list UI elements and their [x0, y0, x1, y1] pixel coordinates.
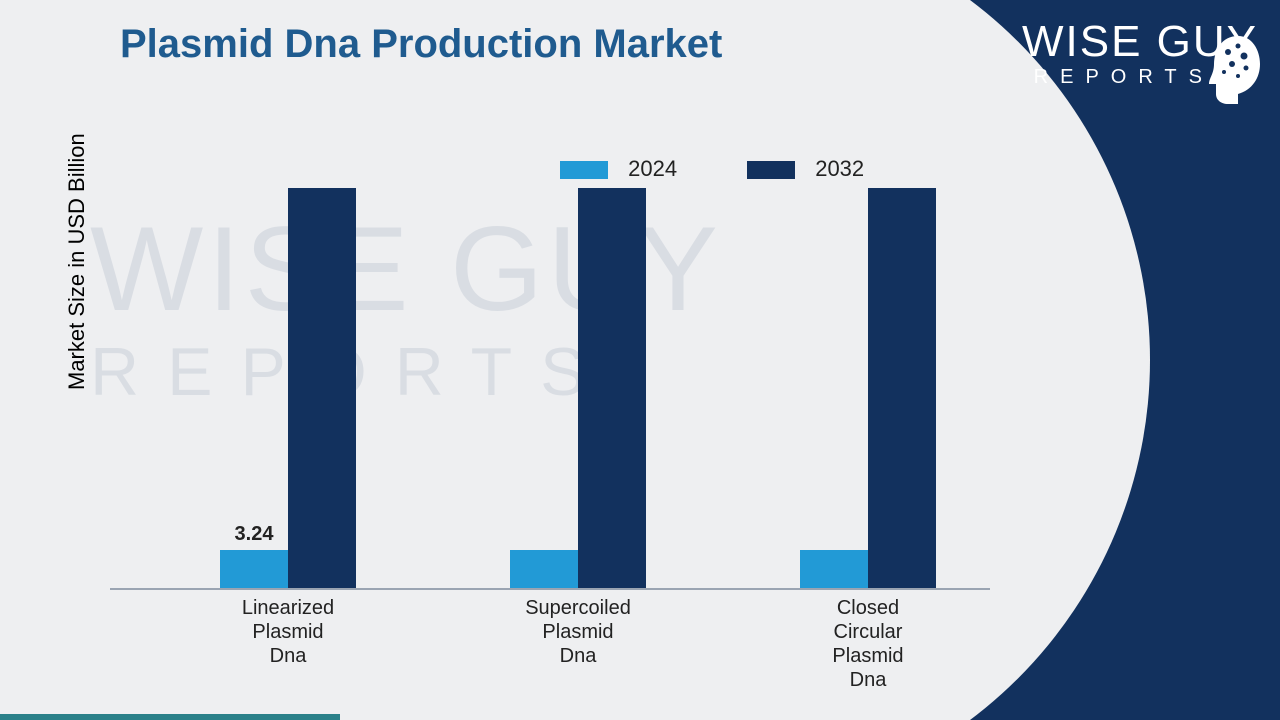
bar-2024 — [220, 550, 288, 588]
x-label-0: LinearizedPlasmidDna — [188, 596, 388, 668]
head-icon — [1208, 34, 1264, 108]
x-label-2: ClosedCircularPlasmidDna — [768, 596, 968, 692]
bar-2024 — [510, 550, 578, 588]
bar-2032 — [288, 188, 356, 588]
y-axis-label: Market Size in USD Billion — [64, 133, 90, 390]
legend-swatch-2024 — [560, 161, 608, 179]
legend-label-2032: 2032 — [815, 156, 864, 181]
legend-item-2024: 2024 — [560, 156, 677, 182]
legend-item-2032: 2032 — [747, 156, 864, 182]
bar-chart: 3.24 — [110, 190, 990, 590]
chart-title: Plasmid Dna Production Market — [120, 22, 722, 67]
legend: 2024 2032 — [560, 156, 864, 182]
bar-2032 — [868, 188, 936, 588]
legend-swatch-2032 — [747, 161, 795, 179]
bar-2024 — [800, 550, 868, 588]
legend-label-2024: 2024 — [628, 156, 677, 181]
page: WISE GUY REPORTS WISE GUY REPORTS Plasmi… — [0, 0, 1280, 720]
brand-logo: WISE GUY REPORTS — [978, 20, 1258, 89]
x-label-1: SupercoiledPlasmidDna — [478, 596, 678, 668]
x-axis-line — [110, 588, 990, 590]
bottom-accent — [0, 714, 340, 720]
bar-value-label: 3.24 — [220, 523, 288, 546]
brand-line2: REPORTS — [978, 66, 1214, 89]
bar-2032 — [578, 188, 646, 588]
